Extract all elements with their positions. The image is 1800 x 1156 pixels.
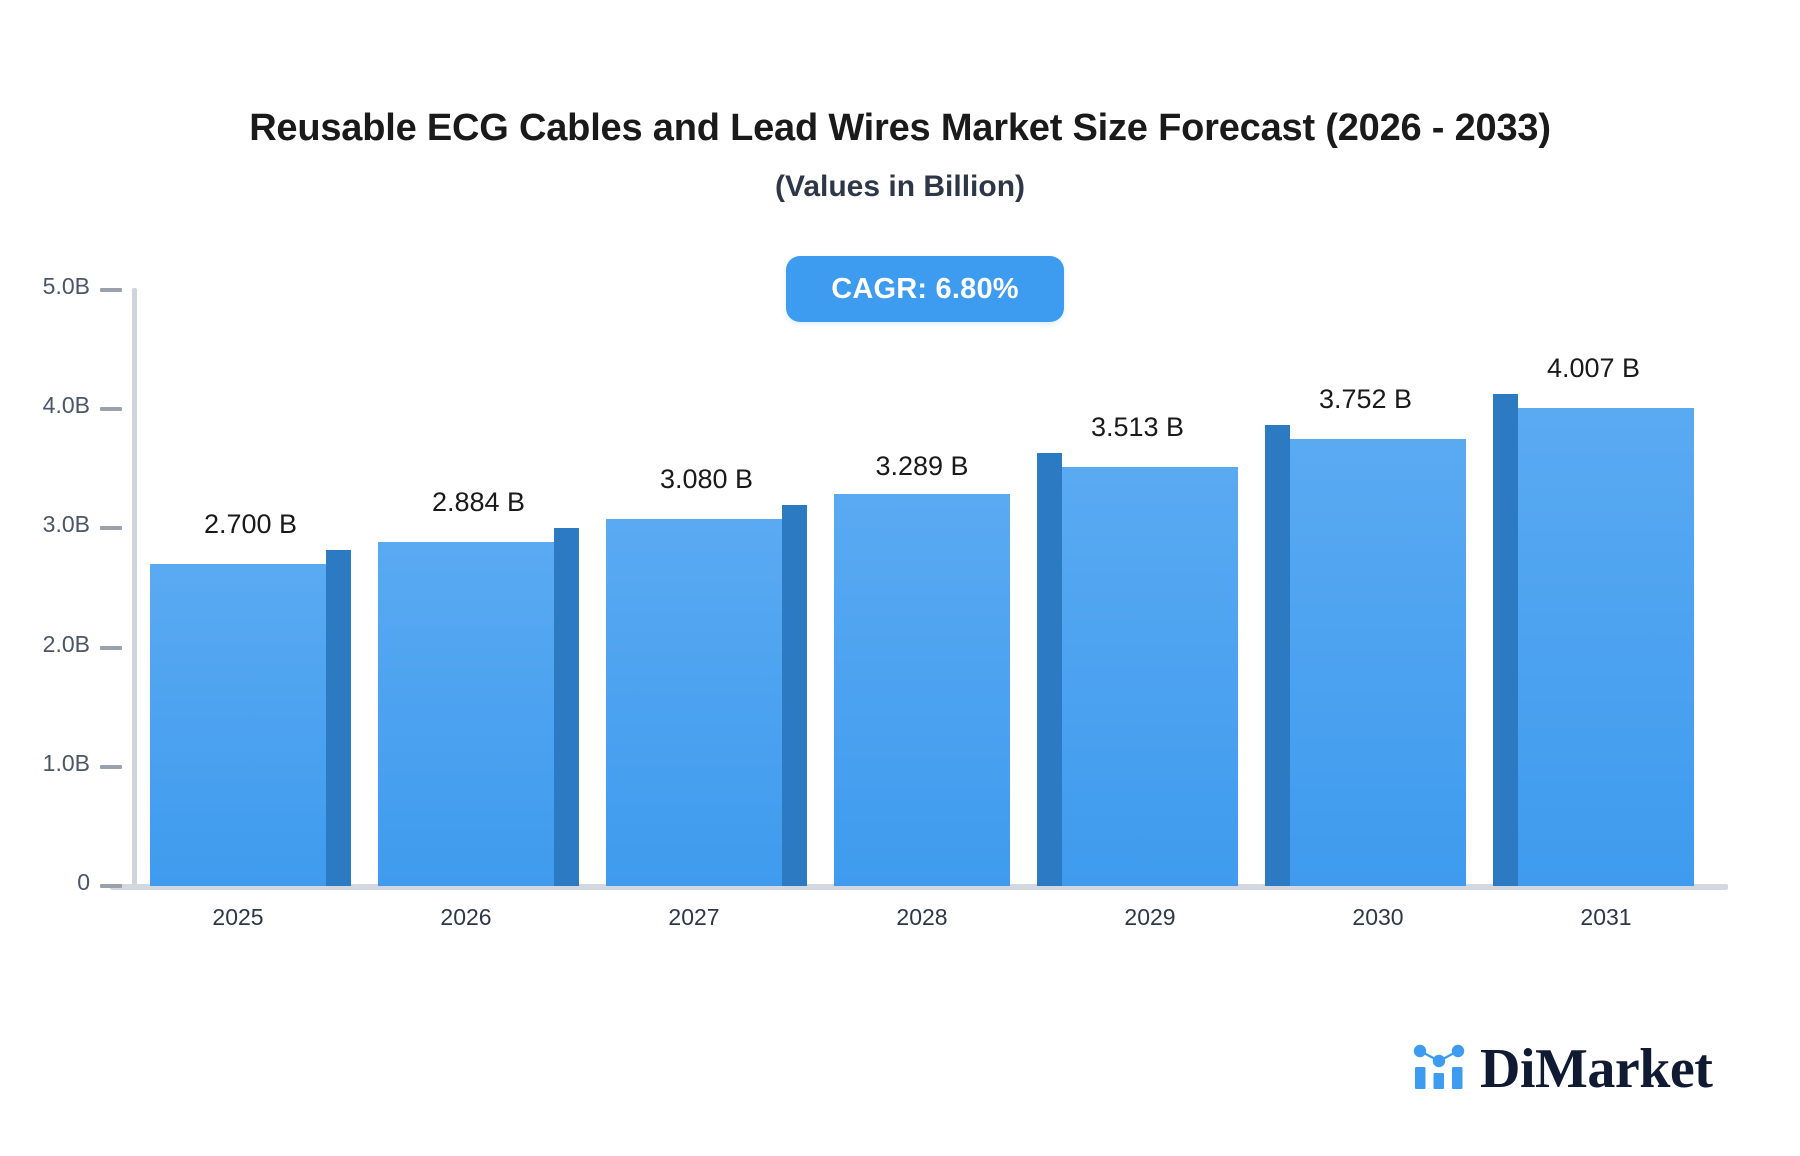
- bar-side-face: [782, 504, 807, 886]
- bar-2025[interactable]: 2.700 B: [150, 511, 351, 886]
- bar-value-label: 3.752 B: [1318, 383, 1413, 414]
- y-axis-tick-mark: [100, 645, 122, 650]
- bar-front-face: [606, 518, 782, 886]
- bar-value-label: 2.700 B: [203, 509, 298, 540]
- y-axis-tick-mark: [100, 526, 122, 531]
- chart-subtitle: (Values in Billion): [774, 169, 1026, 203]
- chart-title: Reusable ECG Cables and Lead Wires Marke…: [249, 107, 1551, 149]
- brand-logo-text: DiMarket: [1480, 1037, 1713, 1100]
- bar-value-label: 3.289 B: [875, 450, 969, 481]
- bar-value-label: 2.884 B: [431, 487, 526, 518]
- bar-2028[interactable]: 3.289 B: [834, 450, 1010, 886]
- cagr-badge: CAGR: 6.80%: [786, 256, 1064, 322]
- y-axis-tick-mark: [100, 288, 122, 292]
- y-axis-tick-label: 1.0B: [42, 749, 90, 776]
- y-axis-tick-label: 2.0B: [42, 630, 90, 657]
- x-axis-label-2025: 2025: [212, 904, 264, 930]
- bar-side-face: [1493, 394, 1518, 886]
- y-axis-tick-label: 0: [77, 869, 90, 895]
- y-axis-tick-mark: [100, 764, 122, 769]
- bar-front-face: [1290, 438, 1466, 886]
- y-axis-line: [132, 288, 137, 886]
- bar-2030[interactable]: 3.752 B: [1265, 385, 1466, 886]
- bar-side-face: [554, 528, 579, 886]
- bar-front-face: [378, 542, 554, 886]
- bar-front-face: [150, 564, 326, 886]
- bar-2026[interactable]: 2.884 B: [378, 489, 579, 886]
- bar-value-label: 3.080 B: [659, 463, 754, 494]
- y-axis-tick-label: 4.0B: [42, 392, 90, 419]
- bar-value-label: 4.007 B: [1546, 353, 1641, 384]
- x-axis-label-2026: 2026: [440, 904, 492, 930]
- x-axis-label-2029: 2029: [1124, 904, 1176, 930]
- cagr-badge-label: CAGR: 6.80%: [831, 272, 1019, 305]
- x-axis-line: [110, 884, 1728, 890]
- x-axis-label-2028: 2028: [896, 904, 948, 930]
- bar-front-face: [834, 493, 1010, 886]
- bar-2027[interactable]: 3.080 B: [606, 465, 807, 886]
- brand-logo: DiMarket: [1412, 1037, 1713, 1100]
- bar-front-face: [1062, 467, 1238, 886]
- bar-side-face: [326, 550, 351, 886]
- bar-2029[interactable]: 3.513 B: [1037, 414, 1238, 886]
- y-axis-tick-label: 3.0B: [42, 511, 90, 538]
- y-axis-tick-mark: [100, 884, 122, 888]
- chart-trend-icon: [1412, 1040, 1466, 1097]
- y-axis-tick-mark: [100, 407, 122, 412]
- bar-side-face: [1037, 453, 1062, 886]
- x-axis-label-2027: 2027: [668, 904, 720, 930]
- bar-value-label: 3.513 B: [1090, 412, 1185, 443]
- bar-2031[interactable]: 4.007 B: [1493, 355, 1694, 886]
- chart-title-block: Reusable ECG Cables and Lead Wires Marke…: [0, 107, 1800, 203]
- x-axis-label-2031: 2031: [1580, 904, 1632, 930]
- x-axis-label-2030: 2030: [1352, 904, 1404, 930]
- y-axis-tick-label: 5.0B: [42, 273, 90, 299]
- bar-front-face: [1518, 408, 1694, 886]
- bar-side-face: [1265, 424, 1290, 886]
